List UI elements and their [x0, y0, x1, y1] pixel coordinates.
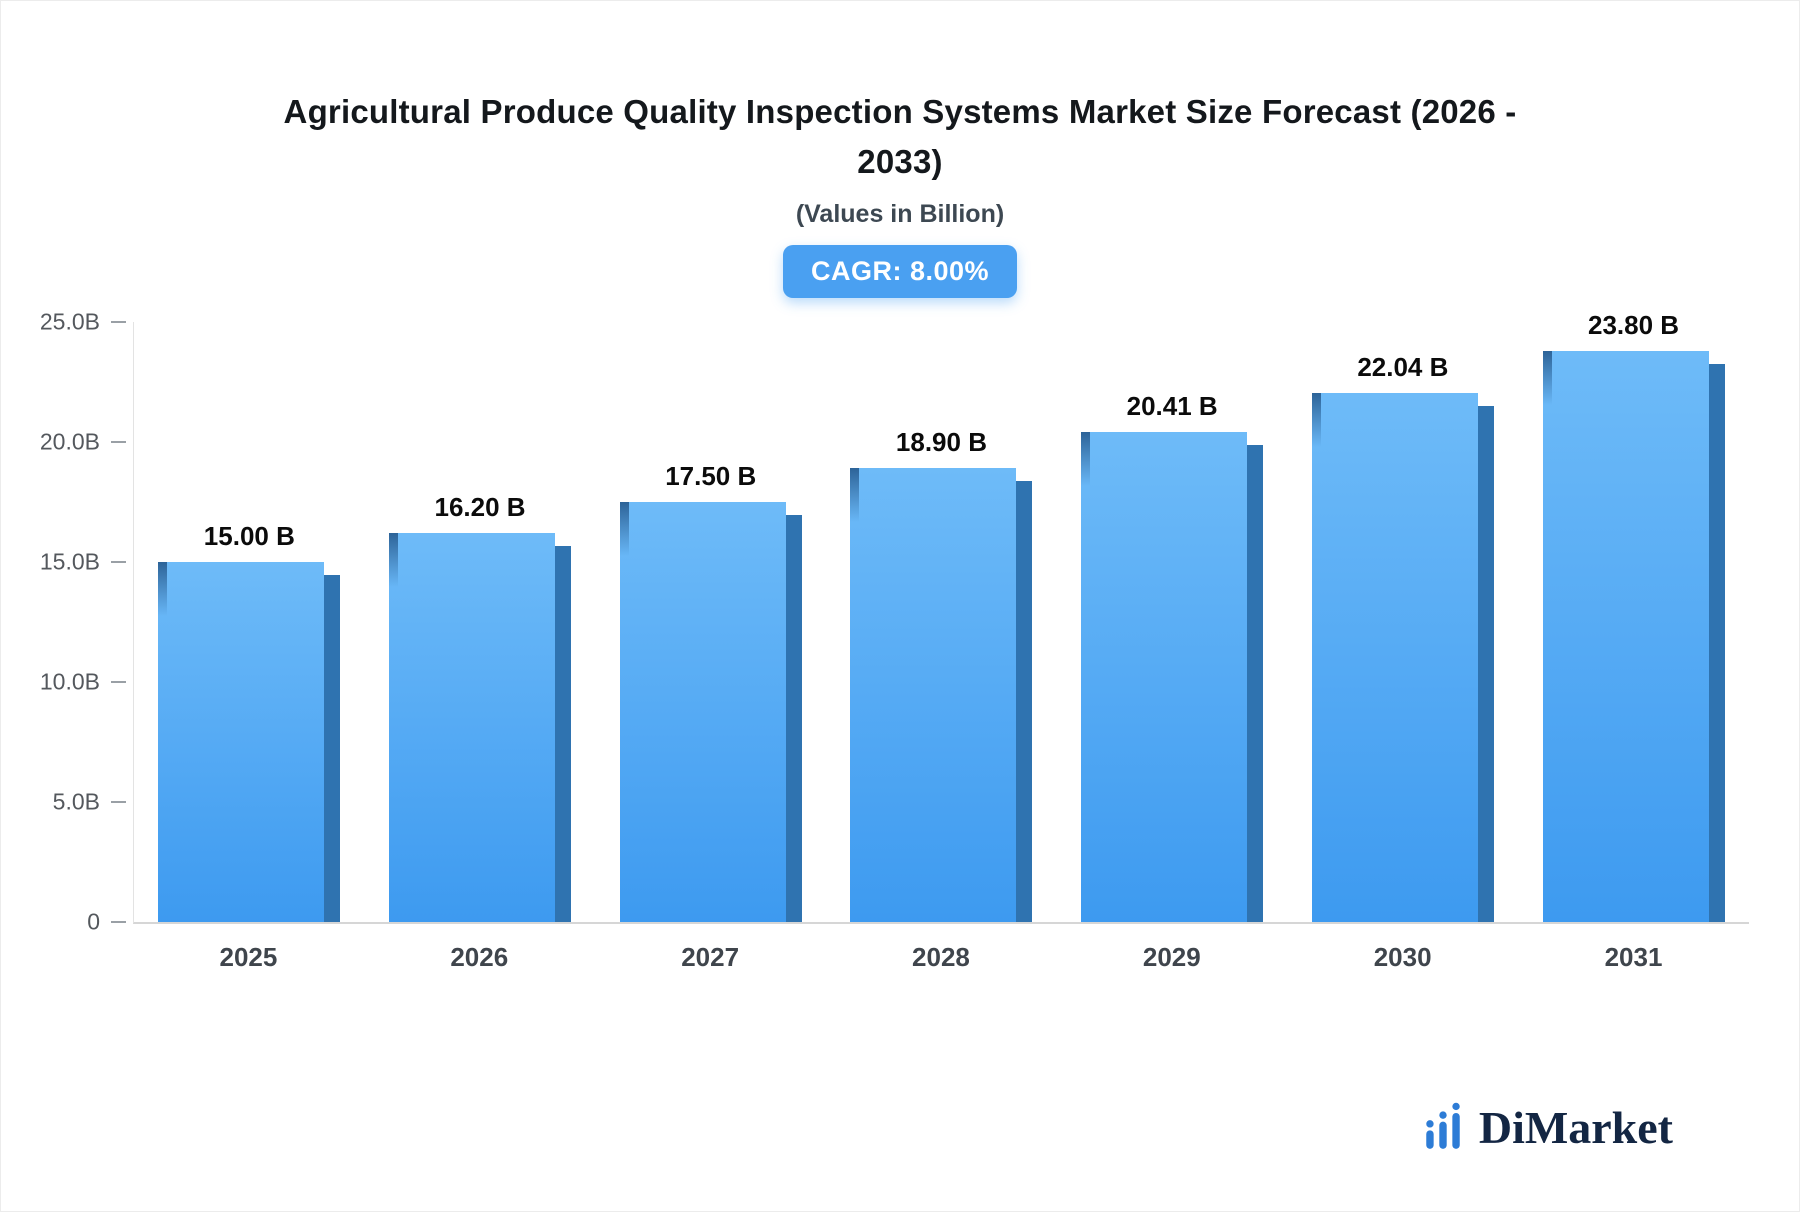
y-axis-tick-mark [111, 801, 126, 803]
bar-value-label: 16.20 B [434, 492, 526, 523]
bar-top-left-shade [1081, 432, 1091, 487]
dimarket-logo: DiMarket [1420, 1101, 1673, 1151]
plot-area: 15.00 B 16.20 B 17.50 B 18.90 B 20.41 B 22.04… [40, 309, 1749, 935]
bar-face [1081, 432, 1248, 922]
x-axis-label: 2025 [219, 942, 278, 972]
bar-side-shadow [324, 575, 341, 922]
bar-side-shadow [1708, 363, 1725, 922]
bar-side-shadow [1016, 481, 1033, 922]
y-axis-tick-label: 5.0B [52, 788, 100, 815]
chart-title: Agricultural Produce Quality Inspection … [283, 93, 1517, 180]
x-axis: 2025 2026 2027 2028 2029 2030 2031 [133, 942, 1749, 973]
bar[interactable] [1311, 393, 1494, 922]
bar-column: 22.04 B [1307, 352, 1499, 922]
bar-column: 20.41 B [1076, 391, 1268, 922]
y-axis-tick-mark [111, 561, 126, 563]
bar-face [158, 562, 325, 922]
bar-column: 17.50 B [615, 461, 807, 922]
bar-top-left-shade [1311, 393, 1321, 448]
bar[interactable] [619, 502, 802, 922]
bar-chart: 15.00 B 16.20 B 17.50 B 18.90 B 20.41 B 22.04… [1, 309, 1799, 973]
dimarket-logo-text: DiMarket [1478, 1102, 1673, 1153]
bar-face [619, 502, 786, 922]
y-axis-tick-mark [111, 681, 126, 683]
x-axis-label: 2028 [912, 942, 970, 972]
bar-value-label: 15.00 B [203, 521, 295, 551]
bar-side-shadow [785, 515, 802, 922]
x-axis-label: 2031 [1604, 942, 1663, 972]
bar-face [1542, 350, 1709, 922]
y-axis-tick-label: 15.0B [39, 548, 100, 575]
bar-side-shadow [1247, 445, 1264, 922]
bar-value-label: 23.80 B [1588, 309, 1680, 340]
bar-column: 18.90 B [845, 427, 1037, 922]
y-axis-tick-label: 25.0B [39, 308, 100, 335]
y-axis-tick-label: 10.0B [39, 668, 100, 695]
bar-value-label: 17.50 B [665, 461, 757, 491]
bar-top-left-shade [389, 533, 399, 588]
bar-side-shadow [1477, 406, 1494, 922]
bar-value-label: 18.90 B [895, 427, 987, 458]
bar-face [1311, 393, 1478, 922]
bar[interactable] [1081, 432, 1264, 922]
bar[interactable] [158, 562, 341, 922]
chart-subtitle: (Values in Billion) [795, 200, 1005, 228]
bar[interactable] [389, 533, 572, 922]
x-axis-label: 2027 [681, 942, 740, 972]
bar-top-left-shade [619, 502, 629, 556]
dimarket-logo-icon [1426, 1102, 1460, 1149]
bars: 15.00 B 16.20 B 17.50 B 18.90 B 20.41 B 22.04… [134, 310, 1749, 922]
bar-top-left-shade [158, 562, 168, 616]
bar-column: 16.20 B [384, 492, 576, 922]
bar[interactable] [1542, 350, 1725, 922]
bar-value-label: 20.41 B [1126, 391, 1218, 422]
x-axis-label: 2030 [1373, 942, 1432, 972]
x-axis-label: 2026 [450, 942, 509, 972]
bar-face [389, 533, 556, 922]
y-axis-tick-mark [111, 921, 126, 923]
bar-top-left-shade [850, 468, 860, 523]
y-axis-tick-mark [111, 441, 126, 443]
bar-top-left-shade [1542, 350, 1552, 405]
bar-column: 15.00 B [153, 521, 345, 922]
bar-face [850, 468, 1017, 922]
bar-column: 23.80 B [1538, 310, 1730, 922]
y-axis-tick-label: 20.0B [39, 428, 100, 455]
chart-header: Agricultural Produce Quality Inspection … [1, 1, 1799, 298]
y-axis-tick-label: 0 [87, 908, 100, 935]
bar-value-label: 22.04 B [1357, 352, 1449, 383]
x-axis-label: 2029 [1142, 942, 1201, 972]
bar[interactable] [850, 468, 1033, 922]
cagr-badge: CAGR: 8.00% [782, 245, 1018, 298]
bar-side-shadow [555, 546, 572, 922]
y-axis-tick-mark [111, 321, 126, 323]
